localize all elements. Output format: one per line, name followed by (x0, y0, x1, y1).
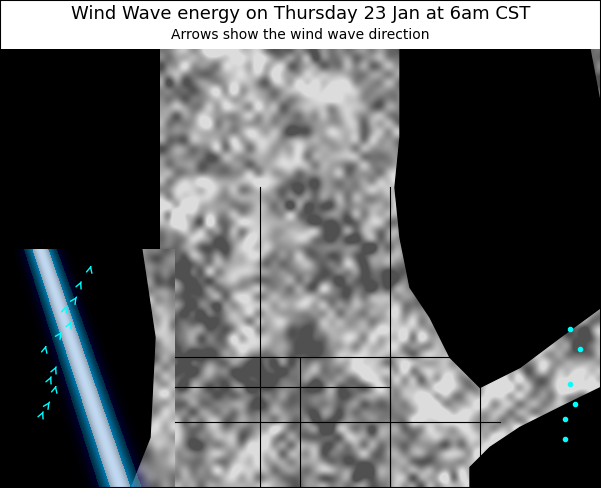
Polygon shape (470, 387, 601, 488)
Text: Wind Wave energy on Thursday 23 Jan at 6am CST: Wind Wave energy on Thursday 23 Jan at 6… (71, 5, 530, 22)
Polygon shape (0, 49, 120, 107)
Text: Arrows show the wind wave direction: Arrows show the wind wave direction (171, 28, 430, 42)
Polygon shape (395, 49, 601, 387)
Polygon shape (0, 49, 155, 488)
